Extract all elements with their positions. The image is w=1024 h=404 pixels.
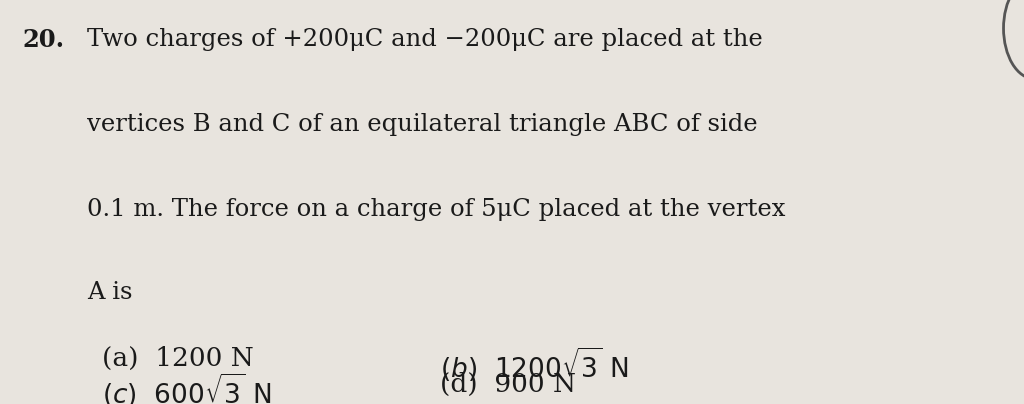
Text: vertices B and C of an equilateral triangle ABC of side: vertices B and C of an equilateral trian… [87, 113, 758, 136]
Text: 0.1 m. The force on a charge of 5μC placed at the vertex: 0.1 m. The force on a charge of 5μC plac… [87, 198, 785, 221]
Text: (d)  900 N: (d) 900 N [440, 372, 577, 397]
Text: (a)  1200 N: (a) 1200 N [102, 345, 254, 370]
Text: $\mathit{(b)}$  $1200\sqrt{3}$ N: $\mathit{(b)}$ $1200\sqrt{3}$ N [440, 345, 629, 384]
Text: 20.: 20. [23, 28, 65, 52]
Text: $\mathit{(c)}$  $600\sqrt{3}$ N: $\mathit{(c)}$ $600\sqrt{3}$ N [102, 372, 271, 404]
Text: A is: A is [87, 281, 132, 304]
Text: Two charges of +200μC and −200μC are placed at the: Two charges of +200μC and −200μC are pla… [87, 28, 763, 51]
